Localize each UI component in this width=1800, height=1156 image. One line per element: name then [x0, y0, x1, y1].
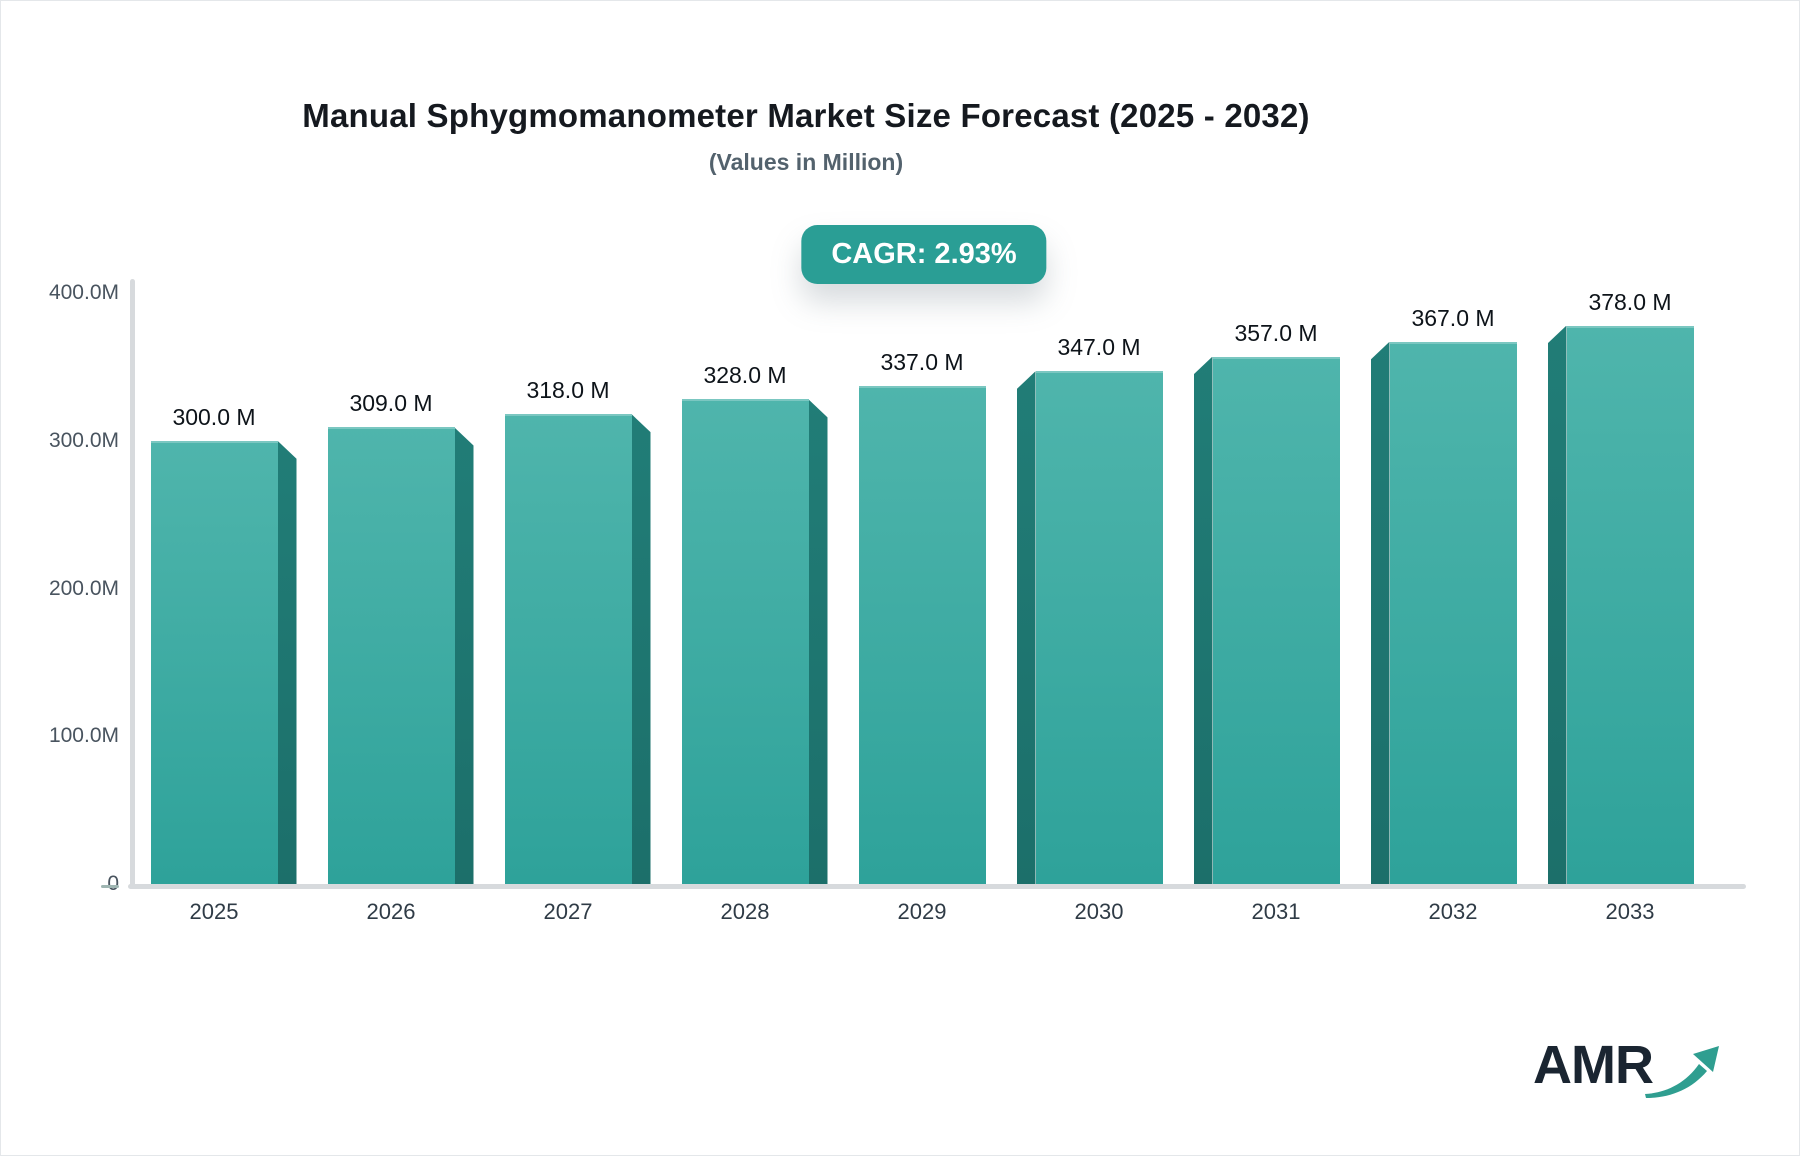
amr-logo: AMR	[1533, 1034, 1723, 1100]
bar-3d-side	[808, 399, 828, 884]
bar-value-label: 367.0 M	[1411, 304, 1495, 331]
bar-2027	[504, 414, 632, 884]
x-tick-label: 2033	[1605, 899, 1655, 924]
x-axis-line	[128, 884, 1746, 889]
y-tick-label: 200.0M	[48, 576, 119, 600]
x-tick-label: 2026	[366, 899, 416, 924]
bar-value-label: 328.0 M	[703, 362, 787, 389]
bar-value-label: 347.0 M	[1057, 334, 1141, 361]
bar-value-label: 309.0 M	[349, 390, 433, 417]
amr-logo-text: AMR	[1533, 1035, 1654, 1095]
bar-value-label: 318.0 M	[526, 377, 610, 404]
chart-title: Manual Sphygmomanometer Market Size Fore…	[302, 97, 1310, 134]
bar-value-label: 357.0 M	[1234, 319, 1318, 346]
x-tick-label: 2027	[543, 899, 593, 924]
chart-subtitle: (Values in Million)	[708, 149, 904, 175]
x-tick-label: 2032	[1428, 899, 1478, 924]
bar-2033	[1566, 325, 1694, 884]
y-tick-label: 100.0M	[48, 724, 119, 748]
y-tick-label: 0	[107, 872, 119, 895]
y-axis-line	[130, 279, 135, 889]
bar-2029	[858, 386, 986, 884]
bar-3d-side	[454, 427, 474, 884]
bar-value-label: 300.0 M	[172, 403, 256, 430]
bar-value-label: 337.0 M	[880, 349, 964, 376]
bar-2032	[1389, 341, 1517, 884]
x-tick-label: 2030	[1074, 899, 1124, 924]
bar-3d-side	[277, 440, 297, 884]
bar-3d-side	[631, 414, 651, 884]
bar-2030	[1035, 371, 1163, 884]
bar-3d-side	[1370, 341, 1390, 884]
x-tick-label: 2029	[897, 899, 947, 924]
bar-2025	[150, 440, 278, 884]
y-tick-label: 400.0M	[48, 281, 119, 304]
x-tick-label: 2031	[1251, 899, 1301, 924]
bar-3d-side	[1547, 325, 1567, 884]
bar-2028	[681, 399, 809, 884]
bar-3d-side	[1016, 371, 1036, 884]
zero-tick-dash	[101, 885, 119, 888]
bar-3d-side	[1193, 356, 1213, 884]
cagr-badge: CAGR: 2.93%	[801, 225, 1047, 284]
bar-value-label: 378.0 M	[1588, 288, 1672, 315]
growth-arrow-icon	[1644, 1046, 1719, 1098]
x-tick-label: 2025	[189, 899, 239, 924]
x-tick-label: 2028	[720, 899, 770, 924]
bar-2026	[327, 427, 455, 884]
bar-2031	[1212, 356, 1340, 884]
y-tick-label: 300.0M	[48, 428, 119, 452]
